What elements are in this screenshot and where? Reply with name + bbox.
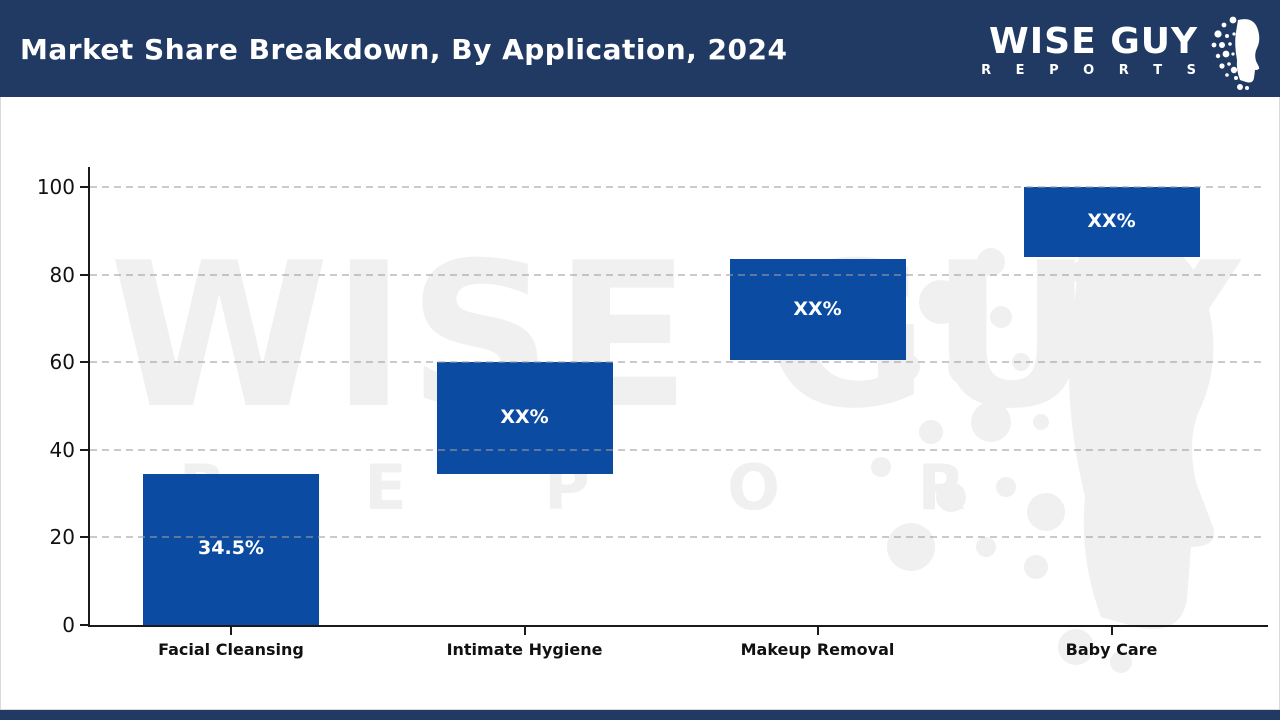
x-category-label-baby-care: Baby Care	[1065, 640, 1158, 659]
logo-subtext: R E P O R T S	[981, 62, 1206, 78]
y-tick-label-60: 60	[49, 350, 75, 375]
y-tick-label-40: 40	[49, 437, 75, 462]
gridline-100	[90, 186, 1263, 188]
y-tick-mark	[80, 448, 88, 451]
gridline-80	[90, 273, 1263, 276]
bar-value-label: XX%	[500, 406, 549, 429]
bar-makeup-removal	[729, 259, 906, 360]
watermark-wordmark: WISE GUY	[109, 220, 1242, 453]
x-tick-mark	[1110, 627, 1113, 635]
y-tick-mark	[80, 186, 88, 188]
gridline-60	[90, 361, 1263, 364]
y-tick-label-20: 20	[49, 525, 75, 550]
bar-baby-care	[1023, 187, 1200, 258]
y-tick-mark	[80, 361, 88, 364]
page-title: Market Share Breakdown, By Application, …	[20, 33, 788, 66]
gridline-20	[90, 536, 1263, 539]
watermark-face-icon	[871, 210, 1215, 673]
bar-intimate-hygiene	[436, 362, 613, 474]
footer-bar	[0, 709, 1280, 720]
y-axis-line	[88, 167, 90, 627]
gridline-40	[90, 448, 1263, 451]
x-tick-mark	[230, 627, 232, 635]
x-category-label-intimate-hygiene: Intimate Hygiene	[446, 640, 603, 659]
header-bar: Market Share Breakdown, By Application, …	[0, 0, 1280, 97]
logo-wordmark: WISE GUY	[989, 21, 1199, 62]
y-tick-mark	[80, 536, 88, 539]
y-tick-mark	[80, 273, 88, 276]
x-tick-mark	[523, 627, 526, 635]
x-category-label-facial-cleansing: Facial Cleansing	[158, 640, 304, 659]
bar-value-label: XX%	[1087, 210, 1136, 233]
x-axis-line	[88, 625, 1268, 627]
bar-value-label: XX%	[793, 297, 842, 320]
wiseguy-logo: WISE GUY R E P O R T S	[981, 8, 1264, 92]
chart-area: WISE GUY R E P O R T S 34.5% XX% XX% XX% Fa…	[0, 97, 1280, 720]
logo-text: WISE GUY R E P O R T S	[981, 22, 1206, 78]
y-tick-label-0: 0	[62, 613, 75, 637]
x-tick-mark	[816, 627, 819, 635]
bar-value-label: 34.5%	[198, 537, 264, 560]
bar-facial-cleansing	[143, 473, 319, 625]
y-tick-label-80: 80	[49, 262, 75, 287]
x-category-label-makeup-removal: Makeup Removal	[740, 640, 895, 659]
y-tick-mark	[80, 624, 88, 626]
y-tick-label-100: 100	[36, 175, 75, 199]
wiseguy-face-icon	[1211, 16, 1260, 90]
